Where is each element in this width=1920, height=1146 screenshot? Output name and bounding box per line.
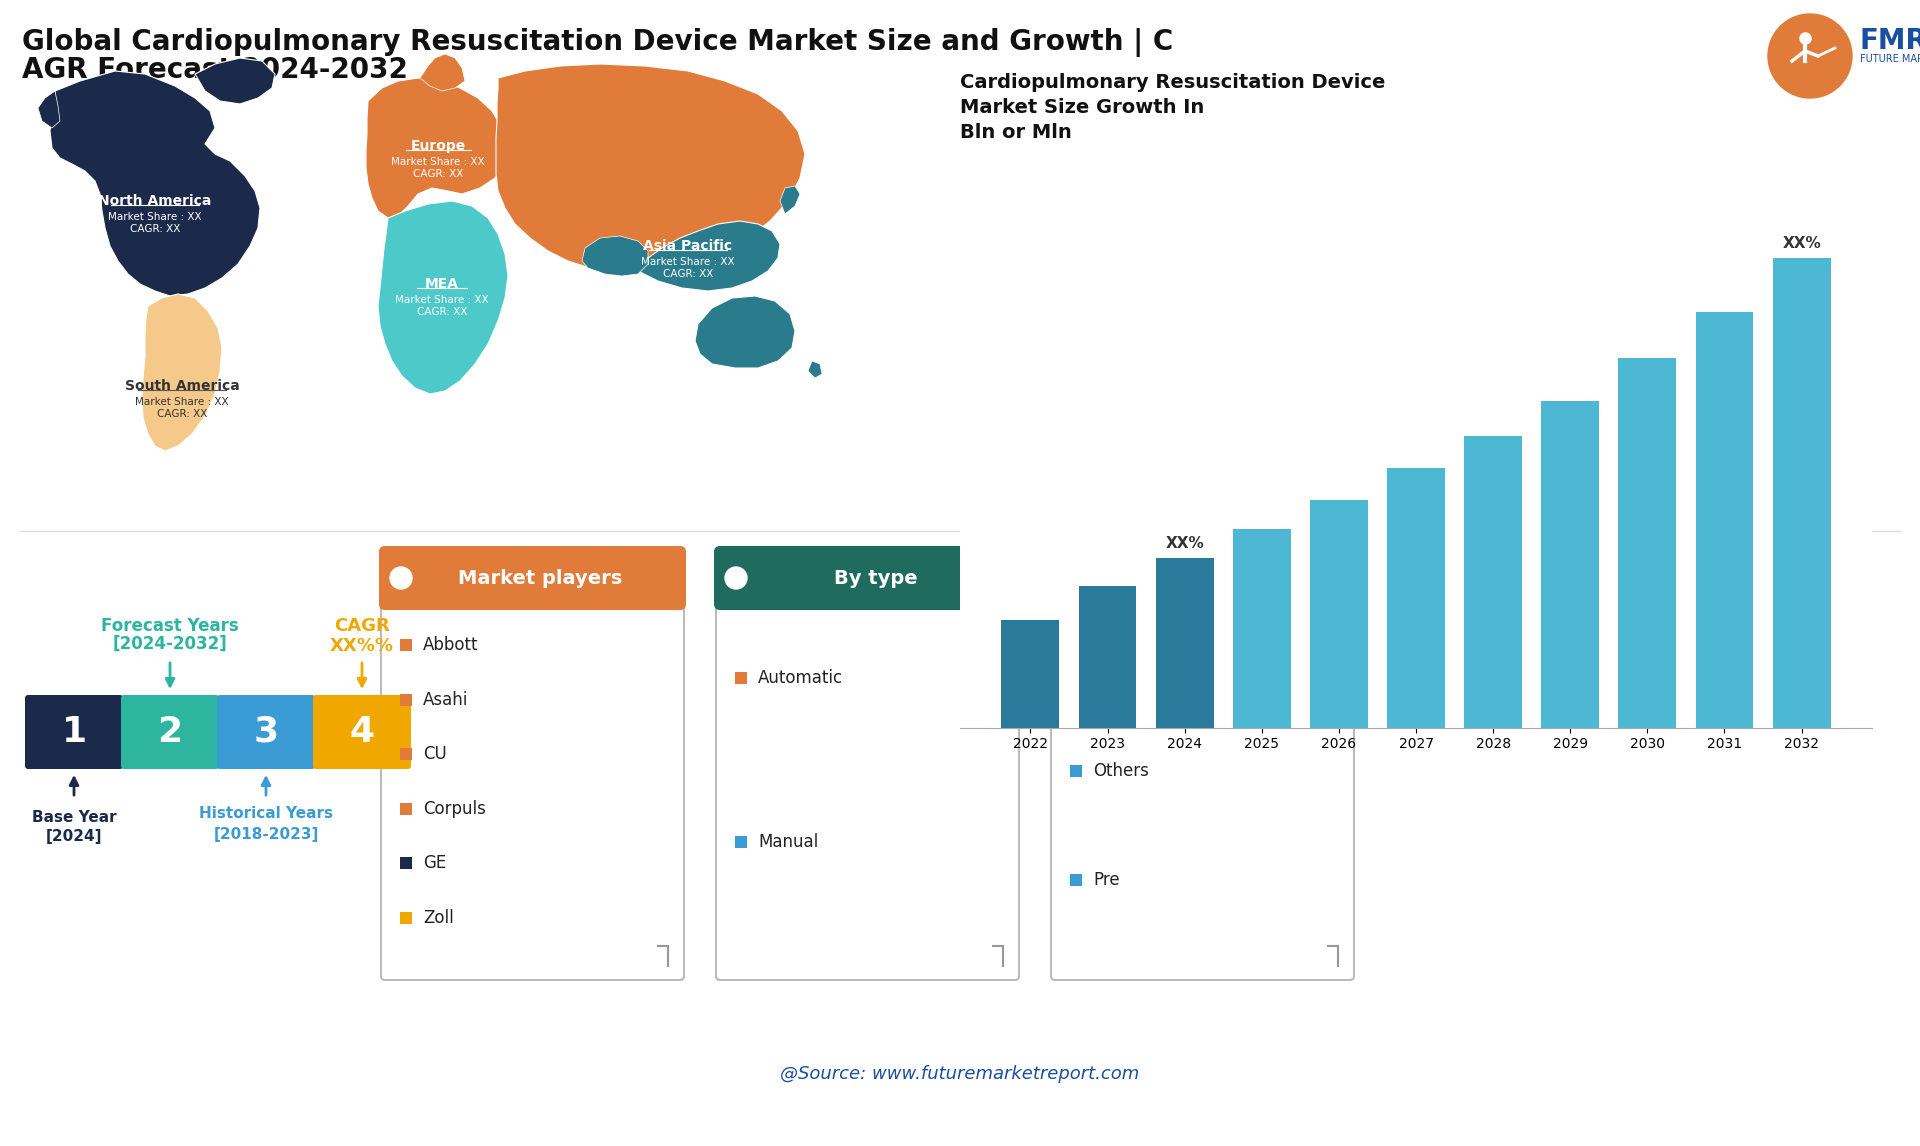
Text: Asahi: Asahi bbox=[422, 691, 468, 709]
FancyBboxPatch shape bbox=[1069, 656, 1083, 668]
Text: 2: 2 bbox=[157, 715, 182, 749]
Text: Abbott: Abbott bbox=[422, 636, 478, 654]
Bar bbox=[1002, 620, 1060, 728]
Text: 4: 4 bbox=[349, 715, 374, 749]
Text: Market Share : XX: Market Share : XX bbox=[392, 157, 486, 167]
FancyBboxPatch shape bbox=[399, 639, 413, 651]
Text: 3: 3 bbox=[253, 715, 278, 749]
Text: Others: Others bbox=[1092, 762, 1148, 779]
Text: Global Cardiopulmonary Resuscitation Device Market Size and Growth | C: Global Cardiopulmonary Resuscitation Dev… bbox=[21, 28, 1173, 57]
Polygon shape bbox=[582, 236, 649, 276]
Bar bbox=[1465, 435, 1523, 728]
FancyBboxPatch shape bbox=[1050, 605, 1354, 980]
Text: GE: GE bbox=[422, 855, 445, 872]
FancyBboxPatch shape bbox=[380, 605, 684, 980]
Text: Cardiopulmonary Resuscitation Device
Market Size Growth In
Bln or Mln: Cardiopulmonary Resuscitation Device Mar… bbox=[960, 73, 1386, 142]
Bar bbox=[1386, 469, 1446, 728]
Text: Market Share : XX: Market Share : XX bbox=[134, 397, 228, 407]
Text: Forecast Years: Forecast Years bbox=[102, 617, 238, 635]
Polygon shape bbox=[367, 78, 509, 218]
Bar bbox=[1695, 312, 1753, 728]
Circle shape bbox=[1768, 14, 1853, 99]
Text: FUTURE MARKET REPORT: FUTURE MARKET REPORT bbox=[1860, 54, 1920, 64]
Text: North America: North America bbox=[98, 194, 211, 209]
Text: [2018-2023]: [2018-2023] bbox=[213, 826, 319, 841]
FancyBboxPatch shape bbox=[735, 672, 747, 684]
Bar bbox=[1156, 558, 1213, 728]
Text: Zoll: Zoll bbox=[422, 909, 453, 927]
Bar bbox=[1619, 358, 1676, 728]
Text: AGR Forecast 2024-2032: AGR Forecast 2024-2032 bbox=[21, 56, 407, 84]
Text: Market Share : XX: Market Share : XX bbox=[108, 212, 202, 222]
FancyBboxPatch shape bbox=[25, 694, 123, 769]
Text: CAGR: XX: CAGR: XX bbox=[413, 168, 463, 179]
Text: Automatic: Automatic bbox=[758, 669, 843, 688]
Text: Hospital: Hospital bbox=[1092, 653, 1162, 670]
Text: CAGR: XX: CAGR: XX bbox=[662, 269, 712, 278]
Polygon shape bbox=[378, 201, 509, 394]
Text: Base Year: Base Year bbox=[33, 810, 117, 825]
Text: FMR: FMR bbox=[1860, 28, 1920, 55]
Polygon shape bbox=[780, 186, 801, 214]
Text: @Source: www.futuremarketreport.com: @Source: www.futuremarketreport.com bbox=[780, 1065, 1140, 1083]
FancyBboxPatch shape bbox=[378, 545, 685, 610]
FancyBboxPatch shape bbox=[716, 605, 1020, 980]
Bar bbox=[1772, 258, 1830, 728]
FancyBboxPatch shape bbox=[313, 694, 411, 769]
Text: 1: 1 bbox=[61, 715, 86, 749]
Polygon shape bbox=[637, 221, 780, 291]
Text: By type: By type bbox=[833, 568, 918, 588]
Text: CAGR: XX: CAGR: XX bbox=[157, 409, 207, 419]
FancyBboxPatch shape bbox=[399, 857, 413, 870]
FancyBboxPatch shape bbox=[399, 803, 413, 815]
Text: South America: South America bbox=[125, 379, 240, 393]
FancyBboxPatch shape bbox=[1069, 873, 1083, 886]
Circle shape bbox=[726, 567, 747, 589]
Polygon shape bbox=[196, 58, 275, 104]
Text: CAGR: CAGR bbox=[334, 617, 390, 635]
Text: XX%: XX% bbox=[1165, 536, 1204, 551]
FancyBboxPatch shape bbox=[1069, 764, 1083, 777]
Text: By application: By application bbox=[1133, 568, 1288, 588]
Polygon shape bbox=[50, 71, 259, 296]
FancyBboxPatch shape bbox=[714, 545, 1021, 610]
FancyBboxPatch shape bbox=[121, 694, 219, 769]
Circle shape bbox=[390, 567, 413, 589]
Bar bbox=[1079, 586, 1137, 728]
Text: XX%%: XX%% bbox=[330, 637, 394, 656]
Text: Market Share : XX: Market Share : XX bbox=[641, 257, 735, 267]
Text: Europe: Europe bbox=[411, 139, 467, 154]
FancyBboxPatch shape bbox=[399, 912, 413, 924]
Polygon shape bbox=[420, 54, 465, 91]
Text: Market Share : XX: Market Share : XX bbox=[396, 295, 490, 305]
Text: CAGR: XX: CAGR: XX bbox=[131, 223, 180, 234]
Text: XX%: XX% bbox=[1782, 236, 1820, 251]
FancyBboxPatch shape bbox=[1048, 545, 1356, 610]
FancyBboxPatch shape bbox=[735, 835, 747, 848]
Bar bbox=[1542, 401, 1599, 728]
FancyBboxPatch shape bbox=[399, 693, 413, 706]
Polygon shape bbox=[495, 64, 804, 270]
Text: Historical Years: Historical Years bbox=[200, 807, 332, 822]
Text: Corpuls: Corpuls bbox=[422, 800, 486, 818]
Bar bbox=[1233, 529, 1290, 728]
Polygon shape bbox=[695, 296, 795, 368]
Text: Manual: Manual bbox=[758, 832, 818, 850]
Text: [2024]: [2024] bbox=[46, 829, 102, 843]
Polygon shape bbox=[142, 295, 223, 452]
Polygon shape bbox=[38, 91, 60, 128]
Text: Pre: Pre bbox=[1092, 871, 1119, 888]
Bar bbox=[1309, 501, 1367, 728]
Polygon shape bbox=[808, 361, 822, 378]
Circle shape bbox=[1060, 567, 1083, 589]
Text: Market players: Market players bbox=[459, 568, 622, 588]
Text: CU: CU bbox=[422, 745, 447, 763]
Text: CAGR: XX: CAGR: XX bbox=[417, 307, 467, 317]
Text: MEA: MEA bbox=[424, 277, 459, 291]
FancyBboxPatch shape bbox=[399, 748, 413, 760]
FancyBboxPatch shape bbox=[217, 694, 315, 769]
Text: [2024-2032]: [2024-2032] bbox=[113, 635, 227, 653]
Text: Asia Pacific: Asia Pacific bbox=[643, 240, 733, 253]
